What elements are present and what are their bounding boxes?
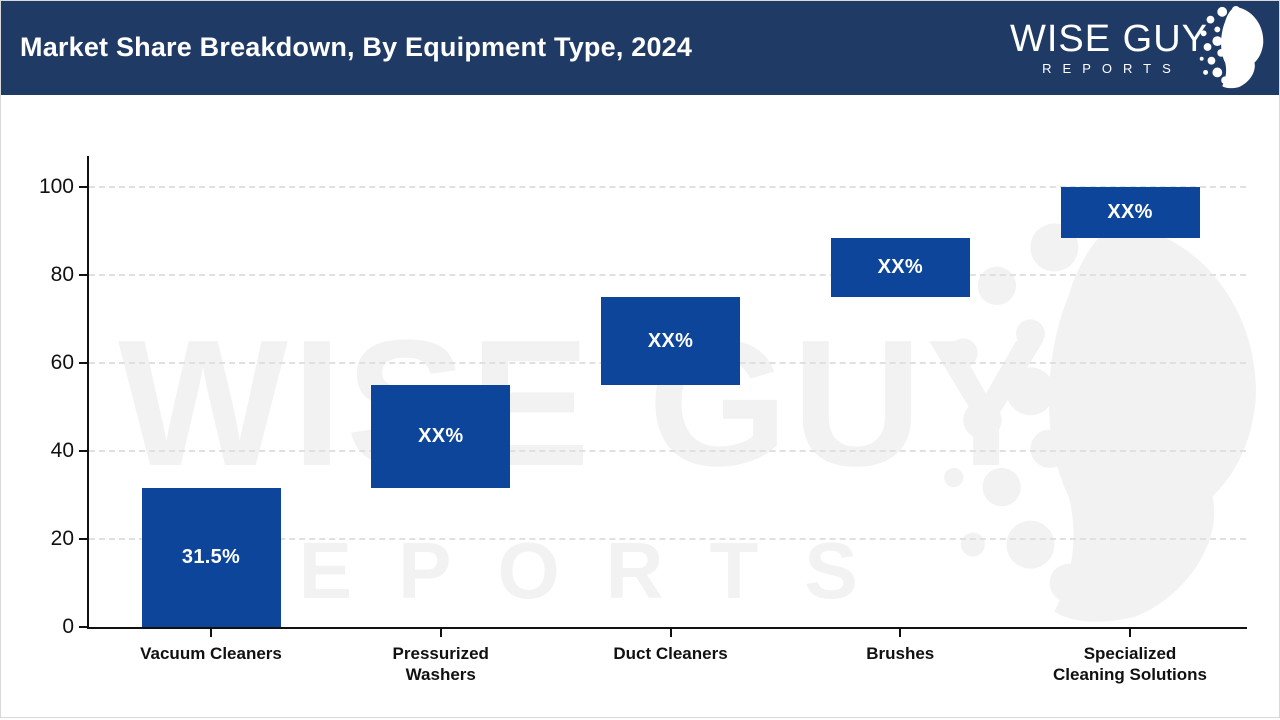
gridline-100	[89, 186, 1246, 188]
bar-brushes: XX%	[830, 237, 970, 297]
logo-wordmark: WISE GUY	[1009, 17, 1208, 60]
bar-specialized-cleaning-solutions: XX%	[1060, 187, 1200, 238]
y-tick-mark	[79, 450, 87, 452]
x-tick-mark	[1129, 629, 1131, 637]
dotted-face-icon	[1199, 5, 1264, 89]
logo-text: WISE GUY REPORTS	[1010, 19, 1208, 76]
category-label-duct-cleaners: Duct Cleaners	[613, 644, 728, 663]
gridline-80	[89, 274, 1246, 276]
y-tick-mark	[79, 626, 87, 628]
y-tick-label: 0	[62, 615, 74, 638]
category-label-vacuum-cleaners: Vacuum Cleaners	[140, 644, 282, 663]
y-tick-mark	[79, 186, 87, 188]
y-tick-label: 60	[50, 351, 74, 374]
wise-guy-reports-logo: WISE GUY REPORTS	[1010, 4, 1270, 90]
y-tick-label: 40	[50, 439, 74, 462]
bar-value-label: XX%	[647, 329, 694, 352]
x-tick-mark	[210, 629, 212, 637]
watermark-face-icon	[944, 218, 1256, 622]
y-tick-label: 80	[50, 263, 74, 286]
bar-value-label: XX%	[418, 425, 464, 448]
y-tick-mark	[79, 362, 87, 364]
bar-duct-cleaners: XX%	[601, 297, 740, 385]
watermark-subtitle: REPORTS	[195, 526, 904, 615]
x-tick-mark	[439, 629, 442, 637]
y-tick-label: 20	[50, 527, 74, 550]
category-label-brushes: Brushes	[866, 644, 935, 663]
x-tick-mark	[899, 629, 902, 637]
header-bar: Market Share Breakdown, By Equipment Typ…	[0, 0, 1280, 95]
page-title: Market Share Breakdown, By Equipment Typ…	[20, 32, 693, 62]
bar-value-label: XX%	[1107, 200, 1153, 223]
category-label-pressurized-washers: Pressurized Washers	[392, 644, 489, 684]
bar-value-label: XX%	[877, 255, 923, 278]
gridline-40	[89, 450, 1246, 452]
y-tick-mark	[79, 538, 87, 540]
gridline-20	[89, 538, 1246, 540]
bar-vacuum-cleaners: 31.5%	[141, 488, 281, 627]
x-axis-line	[87, 627, 1247, 629]
y-tick-mark	[79, 274, 87, 276]
x-tick-mark	[669, 629, 672, 637]
y-axis-line	[87, 156, 89, 629]
chart-area: WISE GUY REPORTS 0 20 40 60 80 100 31.5% Vacuum…	[0, 95, 1280, 718]
logo-subtitle: REPORTS	[1042, 60, 1182, 76]
bar-value-label: 31.5%	[181, 546, 241, 569]
y-tick-label: 100	[38, 175, 74, 198]
watermark-wordmark: WISE GUY	[118, 303, 1051, 504]
category-label-specialized-cleaning-solutions: Specialized Cleaning Solutions	[1053, 644, 1207, 684]
bar-pressurized-washers: XX%	[371, 385, 511, 489]
